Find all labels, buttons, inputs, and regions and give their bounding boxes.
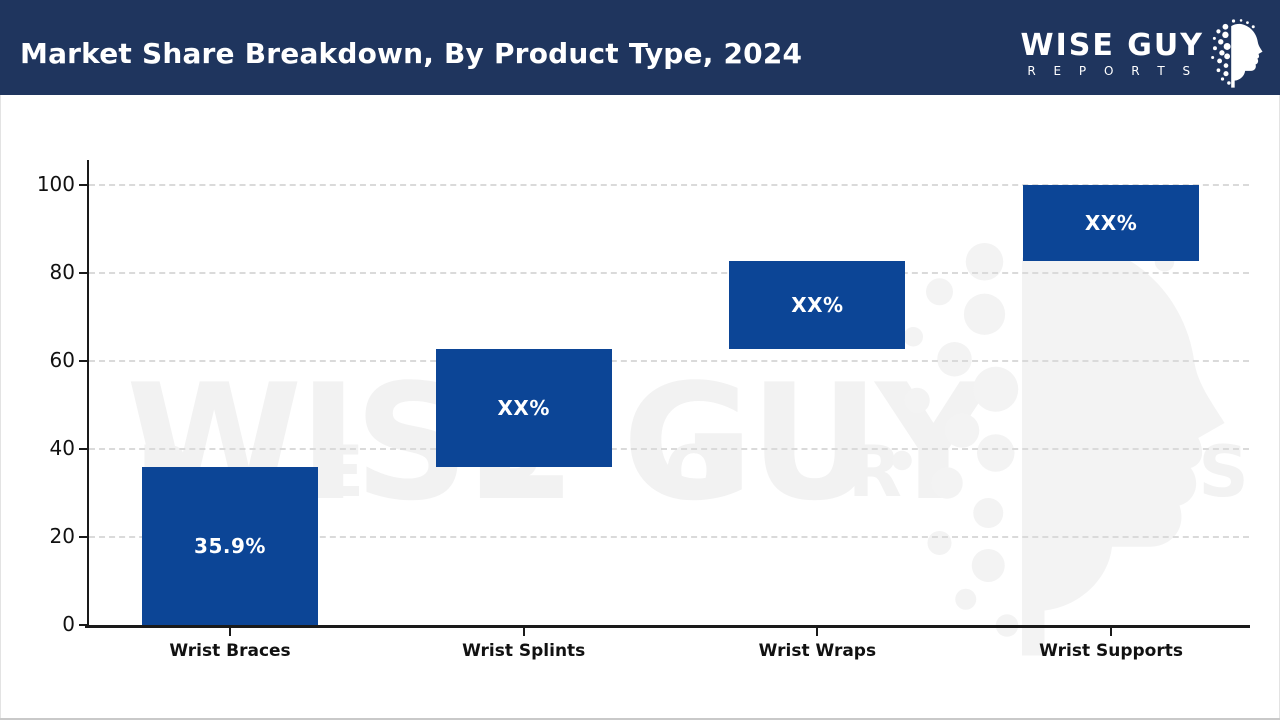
y-tick-100 [79, 184, 87, 186]
y-tick-label-80: 80 [49, 260, 75, 284]
y-tick-80 [79, 272, 87, 274]
header: Market Share Breakdown, By Product Type,… [0, 0, 1280, 95]
chart-area: WISE GUY R E P O R T S 0 20 40 60 80 100 35.9%… [0, 95, 1280, 720]
page-title: Market Share Breakdown, By Product Type,… [20, 37, 803, 70]
logo-reports-label: R E P O R T S [1027, 63, 1198, 78]
x-axis-line [85, 625, 1250, 628]
bar-value-label: XX% [791, 292, 844, 317]
bar-value-label: XX% [1084, 210, 1138, 235]
x-category-label: Wrist Wraps [758, 641, 877, 661]
bar-value-label: XX% [497, 396, 550, 421]
x-tick-3 [1110, 628, 1113, 636]
gridline-80 [89, 272, 1249, 274]
y-tick-label-60: 60 [49, 348, 75, 372]
x-category-label: Wrist Splints [462, 641, 586, 661]
bar-wrist-wraps: XX% [729, 260, 906, 350]
bar-wrist-splints: XX% [435, 349, 612, 468]
logo-wordmark: WISE GUY [1020, 27, 1204, 63]
logo-text: WISE GUY R E P O R T S [1020, 27, 1204, 78]
y-axis-line [87, 160, 89, 628]
y-tick-label-40: 40 [49, 436, 75, 460]
x-category-label: Wrist Braces [169, 641, 291, 661]
y-tick-label-20: 20 [49, 524, 75, 548]
bar-value-label: 35.9% [194, 534, 266, 558]
y-tick-20 [79, 536, 87, 538]
gridline-100 [89, 184, 1249, 186]
y-tick-40 [79, 448, 87, 450]
logo-head-icon [1211, 18, 1263, 88]
bar-wrist-supports: XX% [1023, 185, 1200, 261]
bar-wrist-braces: 35.9% [142, 467, 318, 625]
x-tick-2 [816, 628, 819, 636]
x-tick-0 [229, 628, 231, 636]
y-tick-0 [79, 624, 87, 626]
y-tick-label-0: 0 [62, 612, 75, 636]
x-tick-1 [522, 628, 525, 636]
gridline-40 [89, 448, 1249, 450]
x-category-label: Wrist Supports [1039, 641, 1183, 661]
gridline-20 [89, 536, 1249, 538]
wiseguy-logo: WISE GUY R E P O R T S [1020, 18, 1266, 90]
watermark-head-icon [892, 213, 1225, 656]
y-tick-60 [79, 360, 87, 362]
y-tick-label-100: 100 [36, 172, 75, 196]
gridline-60 [89, 360, 1249, 362]
